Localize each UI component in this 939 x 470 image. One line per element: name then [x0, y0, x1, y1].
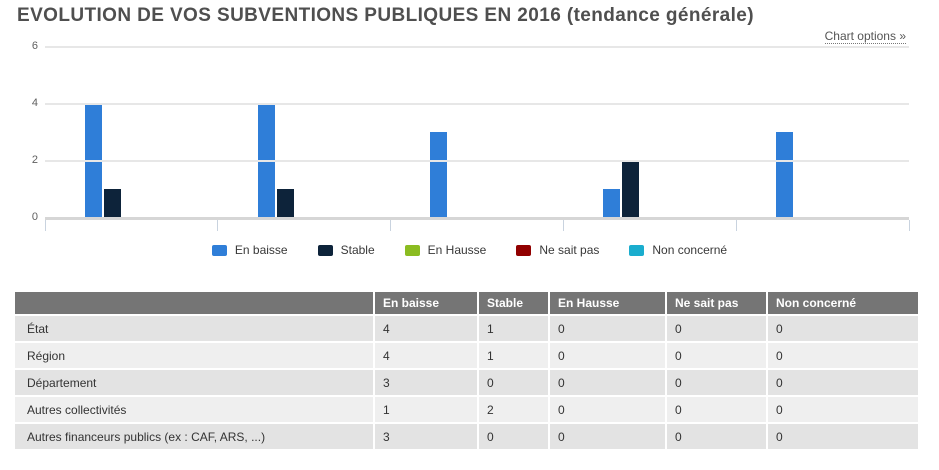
table-cell-value: 1 — [479, 343, 548, 368]
table-cell-value: 4 — [375, 343, 477, 368]
table-cell-value: 0 — [667, 397, 766, 422]
table-cell-value: 0 — [479, 424, 548, 449]
table-column-header: Stable — [479, 292, 548, 314]
legend-item-label: Stable — [340, 243, 375, 257]
bar-chart-plot-area: 0 2 4 6 — [32, 40, 910, 231]
y-axis-tick-label: 2 — [31, 154, 38, 166]
table-column-header: Non concerné — [768, 292, 918, 314]
row-label: Autres financeurs publics (ex : CAF, ARS… — [15, 424, 373, 449]
legend-item[interactable]: Non concerné — [629, 243, 727, 257]
chart-options-link[interactable]: Chart options » — [824, 29, 906, 44]
legend-swatch — [629, 244, 645, 256]
table-cell-value: 3 — [375, 424, 477, 449]
legend-item[interactable]: Stable — [317, 243, 375, 257]
table-cell-value: 0 — [667, 343, 766, 368]
table-column-header: Ne sait pas — [667, 292, 766, 314]
table-cell-value: 0 — [768, 424, 918, 449]
legend-item-label: Non concerné — [652, 243, 728, 257]
bar-group — [563, 47, 736, 218]
row-label: État — [15, 316, 373, 341]
table-row: Autres financeurs publics (ex : CAF, ARS… — [15, 424, 918, 449]
bar-group — [45, 47, 218, 218]
row-label: Département — [15, 370, 373, 395]
bar — [430, 132, 448, 218]
table-row: Autres collectivités 1 2 0 0 0 — [15, 397, 918, 422]
legend-item-label: En baisse — [234, 243, 288, 257]
legend-swatch — [404, 244, 420, 256]
table-row: État 4 1 0 0 0 — [15, 316, 918, 341]
table-cell-value: 0 — [550, 343, 665, 368]
gridline — [45, 46, 909, 48]
table-cell-value: 0 — [550, 370, 665, 395]
x-axis-tick — [735, 220, 737, 231]
table-cell-value: 0 — [550, 316, 665, 341]
legend-swatch — [211, 244, 227, 256]
table-cell-value: 0 — [667, 316, 766, 341]
table-cell-value: 4 — [375, 316, 477, 341]
table-cell-value: 0 — [768, 316, 918, 341]
table-cell-value: 0 — [768, 397, 918, 422]
row-label: Autres collectivités — [15, 397, 373, 422]
table-cell-value: 0 — [667, 424, 766, 449]
bar — [603, 189, 621, 218]
y-axis-tick-label: 6 — [31, 40, 38, 52]
table-cell-value: 3 — [375, 370, 477, 395]
table-row: Région 4 1 0 0 0 — [15, 343, 918, 368]
legend-item[interactable]: Ne sait pas — [516, 243, 599, 257]
legend-swatch — [317, 244, 333, 256]
results-table: En baisse Stable En Hausse Ne sait pas Non c… — [13, 290, 920, 451]
table-cell-value: 0 — [550, 424, 665, 449]
page-title: EVOLUTION DE VOS SUBVENTIONS PUBLIQUES E… — [17, 5, 754, 26]
y-axis-tick-label: 4 — [31, 97, 38, 109]
row-label: Région — [15, 343, 373, 368]
bar — [776, 132, 794, 218]
legend-item[interactable]: En Hausse — [404, 243, 487, 257]
y-axis-tick-label: 0 — [31, 211, 38, 223]
legend-item-label: En Hausse — [427, 243, 487, 257]
legend-swatch — [516, 244, 532, 256]
x-axis-tick — [390, 220, 392, 231]
table-cell-value: 0 — [550, 397, 665, 422]
table-cell-value: 0 — [667, 370, 766, 395]
table-cell-value: 1 — [375, 397, 477, 422]
x-axis-tick — [562, 220, 564, 231]
table-cell-value: 1 — [479, 316, 548, 341]
chart-legend: En baisse Stable En Hausse Ne sait pas Non c… — [0, 243, 939, 257]
table-column-header: En Hausse — [550, 292, 665, 314]
table-cell-value: 0 — [768, 370, 918, 395]
bar-group — [218, 47, 391, 218]
gridline — [45, 103, 909, 105]
x-axis-tick — [217, 220, 219, 231]
gridline — [45, 160, 909, 162]
x-axis-tick — [44, 220, 46, 231]
legend-item[interactable]: En baisse — [211, 243, 288, 257]
x-axis-tick — [908, 220, 910, 231]
table-cell-value: 0 — [768, 343, 918, 368]
gridline — [45, 217, 909, 220]
table-column-header — [15, 292, 373, 314]
bar — [103, 189, 121, 218]
table-column-header: En baisse — [375, 292, 477, 314]
table-row: Département 3 0 0 0 0 — [15, 370, 918, 395]
table-cell-value: 0 — [479, 370, 548, 395]
bar-group — [736, 47, 909, 218]
table-header-row: En baisse Stable En Hausse Ne sait pas Non c… — [15, 292, 918, 314]
bar — [622, 161, 640, 218]
bar — [276, 189, 294, 218]
bar-group — [391, 47, 564, 218]
bar-series-container — [45, 47, 909, 218]
legend-item-label: Ne sait pas — [539, 243, 600, 257]
table-cell-value: 2 — [479, 397, 548, 422]
